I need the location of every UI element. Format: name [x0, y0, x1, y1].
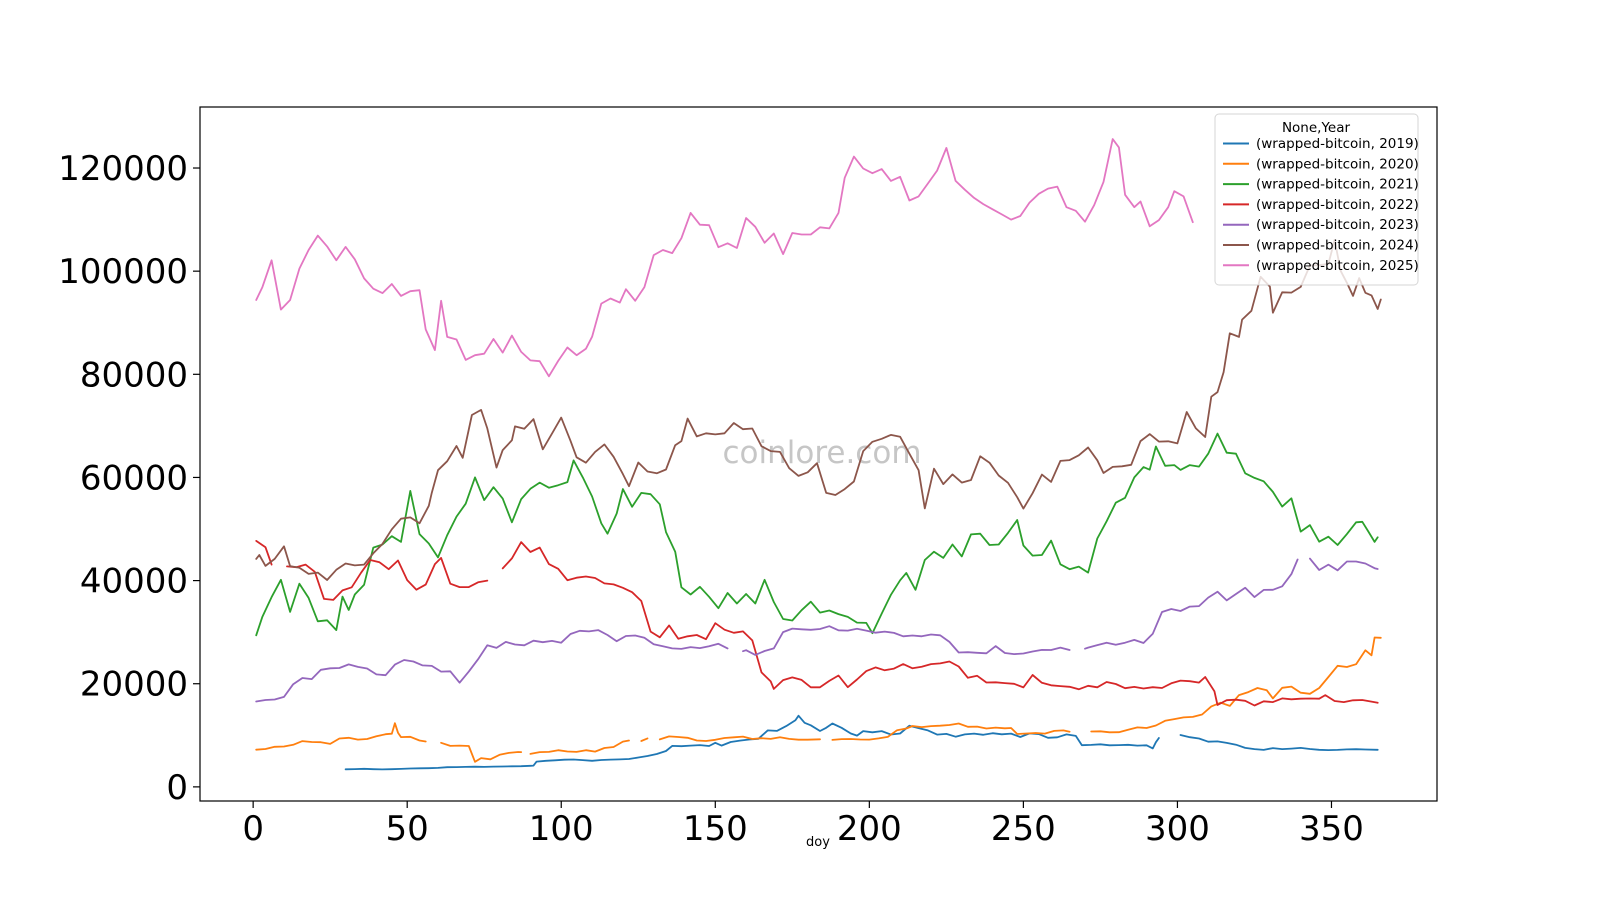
series-line-2020	[529, 739, 630, 755]
x-tick-label: 200	[837, 809, 902, 849]
series-line-2022	[501, 541, 1379, 707]
watermark: coinlore.com	[722, 435, 921, 471]
legend-entry-label-2025: (wrapped-bitcoin, 2025)	[1256, 258, 1419, 274]
series-line-2022	[286, 557, 489, 601]
legend-entry-label-2020: (wrapped-bitcoin, 2020)	[1256, 156, 1419, 172]
series-line-2020	[640, 737, 649, 742]
series-line-2019	[1179, 734, 1379, 751]
y-tick-label: 40000	[80, 562, 188, 602]
legend: None,Year (wrapped-bitcoin, 2019)(wrappe…	[1214, 113, 1419, 286]
series-line-2020	[440, 741, 523, 763]
legend-box	[1214, 113, 1419, 286]
legend-entry-label-2021: (wrapped-bitcoin, 2021)	[1256, 177, 1419, 193]
series-lines	[255, 138, 1382, 771]
x-tick-label: 0	[242, 809, 264, 849]
y-tick-label: 60000	[80, 458, 188, 498]
series-line-2023	[742, 625, 1071, 656]
legend-title: None,Year	[1282, 120, 1351, 136]
x-tick-label: 350	[1299, 809, 1364, 849]
legend-entry-label-2023: (wrapped-bitcoin, 2023)	[1256, 217, 1419, 233]
x-tick-label: 250	[991, 809, 1056, 849]
legend-entry-label-2022: (wrapped-bitcoin, 2022)	[1256, 197, 1419, 213]
series-line-2020	[255, 722, 427, 751]
series-line-2023	[255, 629, 729, 703]
legend-entry-label-2024: (wrapped-bitcoin, 2024)	[1256, 238, 1419, 254]
y-tick-label: 0	[166, 768, 188, 808]
series-line-2020	[831, 722, 1071, 741]
x-tick-label: 50	[386, 809, 429, 849]
plot-border	[199, 106, 1438, 802]
series-line-2023	[1084, 558, 1299, 650]
y-tick-label: 120000	[58, 149, 188, 189]
axis-ticks: 0 50 100 150 200 250 300 350 0 20000 40000 60000 800…	[58, 149, 1364, 849]
series-line-2020	[658, 735, 821, 742]
legend-entries: (wrapped-bitcoin, 2019) (wrapped-bitcoin,…	[1223, 136, 1419, 274]
x-tick-label: 300	[1145, 809, 1210, 849]
series-line-2022	[255, 540, 273, 566]
x-tick-label: 150	[683, 809, 748, 849]
x-tick-label: 100	[529, 809, 594, 849]
x-axis-label: doy	[806, 835, 830, 850]
series-line-2021	[255, 432, 1379, 637]
y-tick-label: 80000	[80, 355, 188, 395]
series-line-2024	[255, 239, 1382, 581]
y-tick-label: 100000	[58, 252, 188, 292]
series-line-2019	[344, 714, 1160, 771]
series-line-2020	[1090, 636, 1382, 734]
series-line-2025	[255, 138, 1194, 378]
y-tick-label: 20000	[80, 665, 188, 705]
legend-entry-label-2019: (wrapped-bitcoin, 2019)	[1256, 136, 1419, 152]
series-line-2023	[1309, 557, 1379, 572]
